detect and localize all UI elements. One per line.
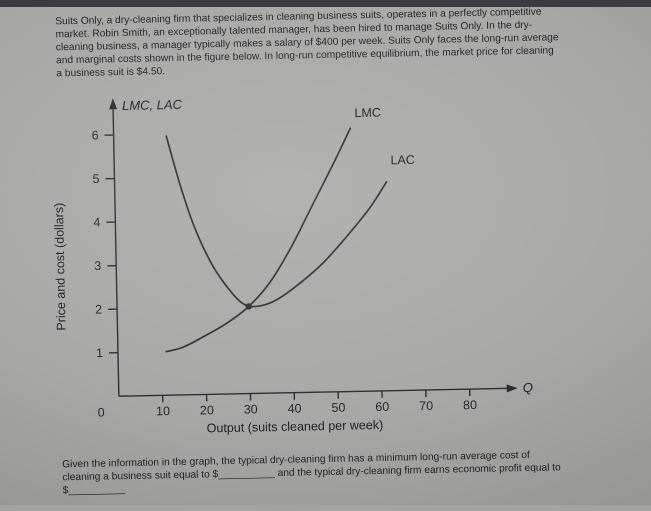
x-tick-label: 80: [463, 398, 477, 412]
x-tick-label: 50: [331, 401, 345, 415]
x-tick-label: 30: [244, 402, 258, 416]
y-axis-arrow: [109, 98, 117, 109]
x-tick-label: 40: [287, 402, 301, 416]
x-tick-label: 20: [200, 403, 214, 417]
x-tick-label: 10: [156, 404, 170, 418]
q-label: Q: [523, 380, 533, 395]
x-axis: [119, 388, 509, 396]
screen-top-edge: [0, 0, 651, 7]
curve-LMC: [162, 128, 355, 352]
x-axis-label: Output (suits cleaned per week): [207, 418, 384, 436]
y-tick-label: 1: [96, 346, 103, 360]
y-tick-label: 4: [93, 215, 100, 229]
y-tick-label: 2: [95, 302, 102, 316]
answer-prompt: Given the information in the graph, the …: [62, 446, 651, 498]
x-tick-label: 70: [419, 399, 433, 413]
origin-label: 0: [98, 405, 105, 419]
curve-LAC: [166, 132, 389, 309]
curve-label-LAC: LAC: [390, 153, 415, 167]
x-tick-label: 60: [375, 400, 389, 414]
y-tick-label: 6: [92, 128, 99, 142]
question-text: Suits Only, a dry-cleaning firm that spe…: [55, 3, 651, 81]
x-axis-arrow: [507, 384, 518, 392]
curve-label-LMC: LMC: [354, 106, 381, 121]
y-axis-title: LMC, LAC: [122, 97, 183, 113]
y-axis-label: Price and cost (dollars): [52, 203, 69, 331]
y-tick-label: 3: [94, 259, 101, 273]
y-tick-label: 5: [92, 172, 99, 186]
